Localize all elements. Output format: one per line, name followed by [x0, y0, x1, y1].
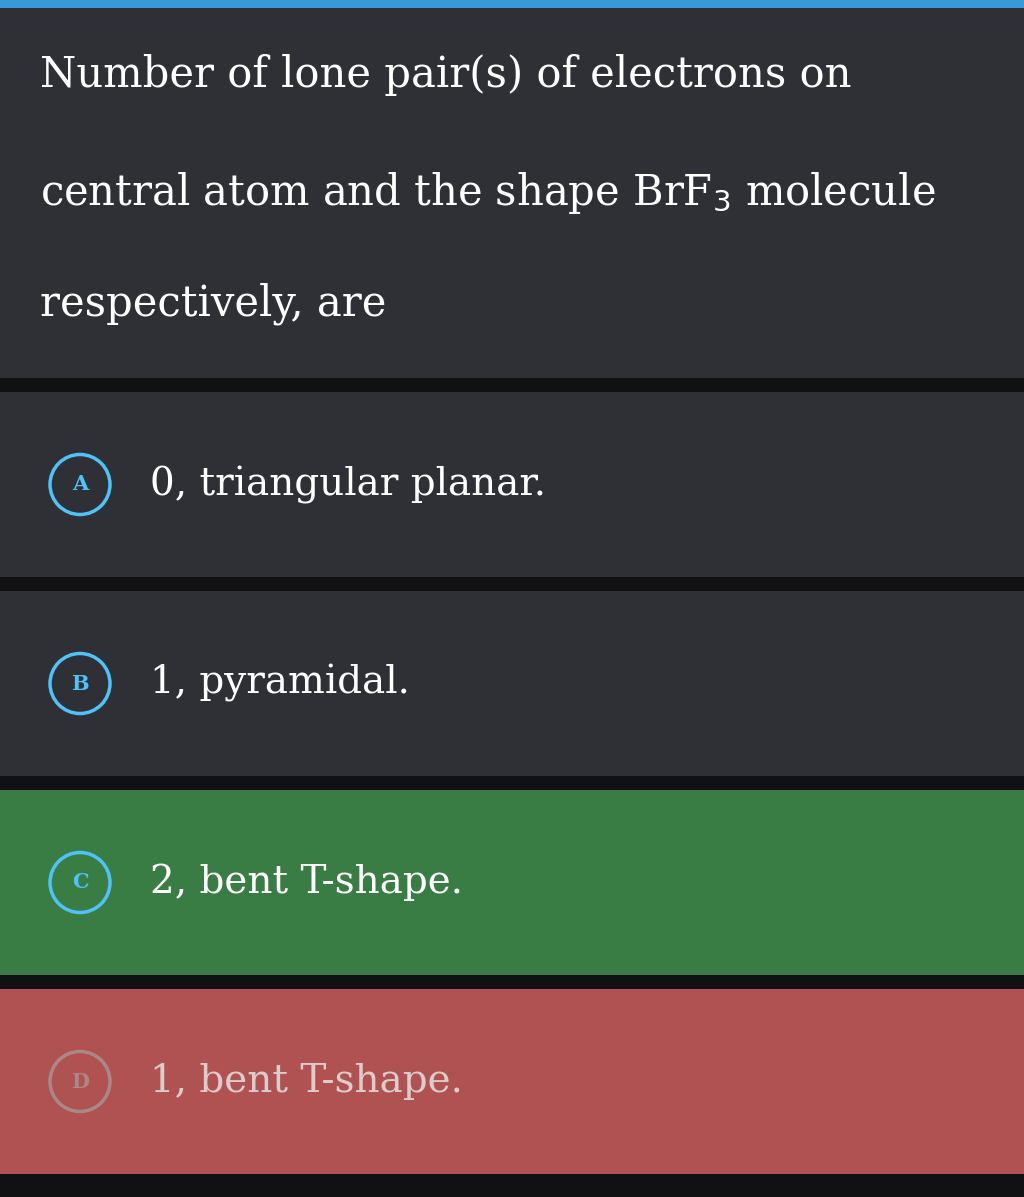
FancyBboxPatch shape — [0, 391, 1024, 577]
FancyBboxPatch shape — [0, 0, 1024, 8]
FancyBboxPatch shape — [0, 790, 1024, 976]
Text: B: B — [72, 674, 89, 693]
FancyBboxPatch shape — [0, 577, 1024, 591]
Text: 2, bent T-shape.: 2, bent T-shape. — [150, 864, 463, 901]
Text: respectively, are: respectively, are — [40, 282, 386, 326]
Text: 1, bent T-shape.: 1, bent T-shape. — [150, 1063, 463, 1100]
Text: C: C — [72, 873, 88, 893]
Text: 1, pyramidal.: 1, pyramidal. — [150, 664, 410, 703]
FancyBboxPatch shape — [0, 989, 1024, 1174]
Text: central atom and the shape BrF$_3$ molecule: central atom and the shape BrF$_3$ molec… — [40, 170, 936, 215]
Text: Number of lone pair(s) of electrons on: Number of lone pair(s) of electrons on — [40, 54, 852, 96]
FancyBboxPatch shape — [0, 591, 1024, 776]
FancyBboxPatch shape — [0, 976, 1024, 989]
FancyBboxPatch shape — [0, 378, 1024, 391]
FancyBboxPatch shape — [0, 1174, 1024, 1197]
FancyBboxPatch shape — [0, 776, 1024, 790]
Text: 0, triangular planar.: 0, triangular planar. — [150, 466, 546, 504]
Text: D: D — [71, 1071, 89, 1092]
FancyBboxPatch shape — [0, 8, 1024, 378]
Text: A: A — [72, 474, 88, 494]
